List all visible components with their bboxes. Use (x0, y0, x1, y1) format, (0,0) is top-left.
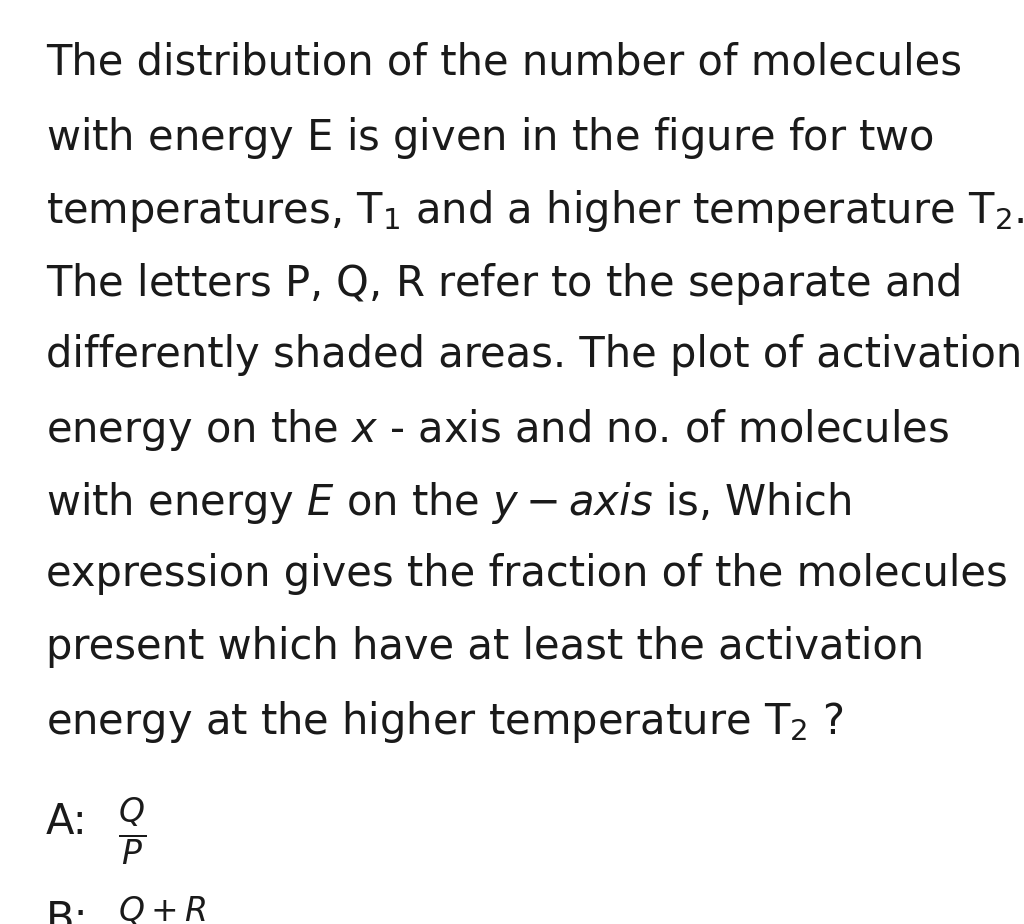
Text: with energy $\mathsf{E}$ is given in the figure for two: with energy $\mathsf{E}$ is given in the… (46, 115, 934, 161)
Text: with energy $E$ on the $y - \mathit{axis}$ is, Which: with energy $E$ on the $y - \mathit{axis… (46, 480, 852, 526)
Text: differently shaded areas. The plot of activation: differently shaded areas. The plot of ac… (46, 334, 1022, 375)
Text: expression gives the fraction of the molecules: expression gives the fraction of the mol… (46, 553, 1008, 594)
Text: temperatures, $\mathsf{T}_1$ and a higher temperature $\mathsf{T}_2$.: temperatures, $\mathsf{T}_1$ and a highe… (46, 188, 1024, 234)
Text: present which have at least the activation: present which have at least the activati… (46, 626, 925, 667)
Text: $\frac{Q}{P}$: $\frac{Q}{P}$ (118, 796, 145, 869)
Text: $\frac{Q+R}{P+Q}$: $\frac{Q+R}{P+Q}$ (118, 894, 209, 924)
Text: The letters $\mathsf{P}$, $\mathsf{Q}$, $\mathsf{R}$ refer to the separate and: The letters $\mathsf{P}$, $\mathsf{Q}$, … (46, 261, 961, 307)
Text: energy at the higher temperature $\mathsf{T}_2$ ?: energy at the higher temperature $\maths… (46, 699, 844, 745)
Text: The distribution of the number of molecules: The distribution of the number of molecu… (46, 42, 963, 83)
Text: B:: B: (46, 899, 89, 924)
Text: A:: A: (46, 801, 88, 843)
Text: energy on the $x$ - axis and no. of molecules: energy on the $x$ - axis and no. of mole… (46, 407, 949, 453)
